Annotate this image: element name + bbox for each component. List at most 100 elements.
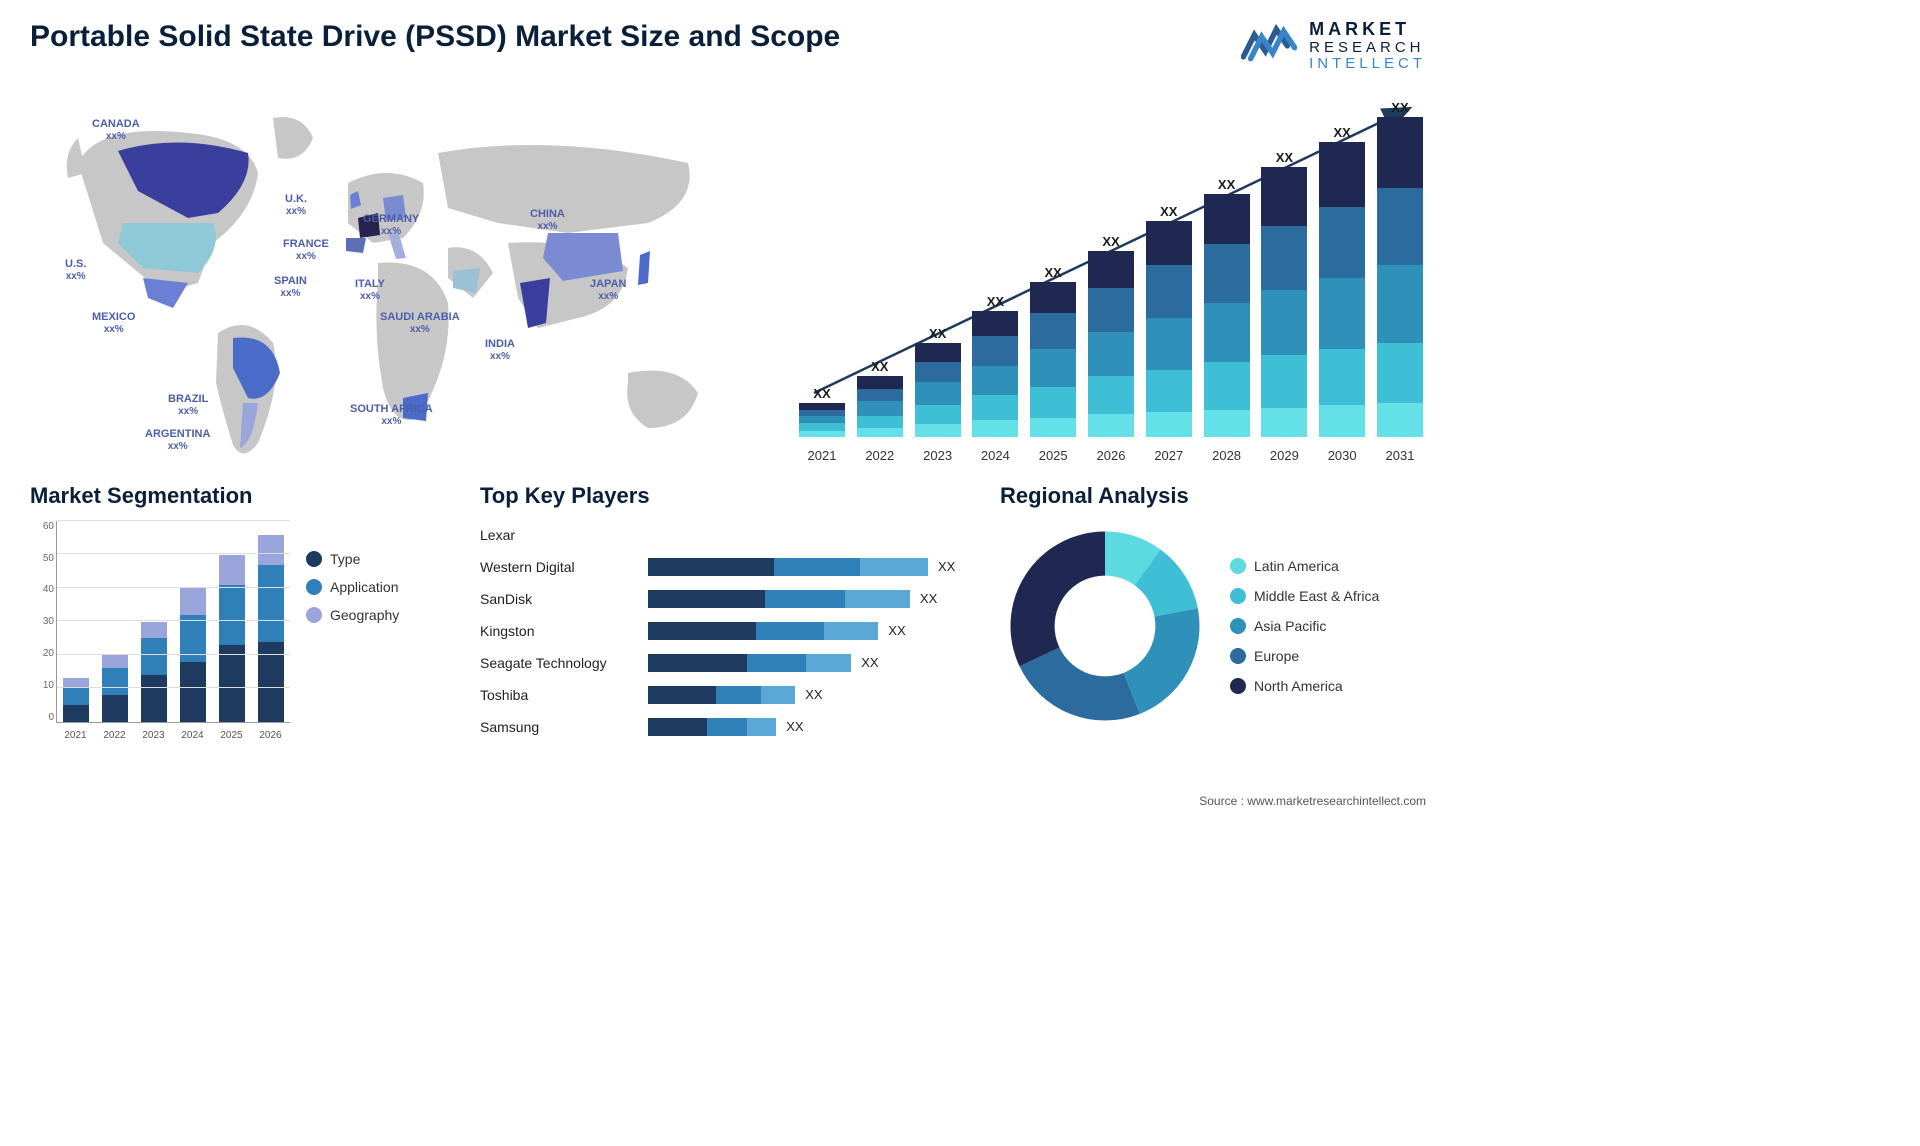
- logo: MARKET RESEARCH INTELLECT: [1241, 20, 1426, 73]
- country-label-italy: ITALYxx%: [355, 278, 385, 303]
- stacked-bar-segment: [1204, 362, 1250, 410]
- seg-grid-line: [57, 620, 290, 621]
- stacked-x-label: 2028: [1201, 448, 1253, 463]
- seg-bar-2022: [102, 655, 128, 722]
- stacked-bar-segment: [1030, 313, 1076, 349]
- stacked-bar-label: XX: [1276, 150, 1293, 165]
- seg-legend-item: Type: [306, 551, 399, 567]
- stacked-bar-stack: [972, 311, 1018, 436]
- key-player-name: Samsung: [480, 719, 648, 735]
- stacked-x-label: 2026: [1085, 448, 1137, 463]
- legend-swatch-icon: [306, 551, 322, 567]
- world-map-panel: CANADAxx%U.S.xx%MEXICOxx%BRAZILxx%ARGENT…: [30, 83, 766, 473]
- stacked-bar-segment: [1146, 265, 1192, 317]
- seg-bar-segment: [258, 565, 284, 642]
- stacked-chart-panel: XXXXXXXXXXXXXXXXXXXXXX 20212022202320242…: [786, 83, 1426, 473]
- key-player-name: Toshiba: [480, 687, 648, 703]
- map-mexico: [143, 278, 188, 308]
- regional-legend-item: Latin America: [1230, 558, 1379, 574]
- stacked-chart: XXXXXXXXXXXXXXXXXXXXXX 20212022202320242…: [786, 83, 1426, 473]
- key-player-row: ToshibaXX: [480, 681, 980, 709]
- stacked-xaxis: 2021202220232024202520262027202820292030…: [796, 448, 1426, 463]
- stacked-bar-segment: [1261, 167, 1307, 226]
- country-label-southafrica: SOUTH AFRICAxx%: [350, 403, 433, 428]
- stacked-bar-2024: XX: [969, 294, 1021, 436]
- source-label: Source : www.marketresearchintellect.com: [1199, 794, 1426, 808]
- map-saudi: [453, 268, 480, 293]
- stacked-bar-segment: [915, 424, 961, 437]
- stacked-bar-segment: [1319, 142, 1365, 207]
- seg-x-label: 2023: [141, 730, 167, 741]
- stacked-bar-segment: [1088, 414, 1134, 437]
- stacked-bar-segment: [1204, 410, 1250, 437]
- country-label-germany: GERMANYxx%: [363, 213, 419, 238]
- segmentation-body: 6050403020100 202120222023202420252026 T…: [30, 521, 460, 763]
- stacked-x-label: 2021: [796, 448, 848, 463]
- seg-bar-2024: [180, 588, 206, 721]
- seg-y-label: 0: [48, 712, 54, 723]
- stacked-bar-segment: [1088, 288, 1134, 332]
- seg-x-label: 2021: [63, 730, 89, 741]
- stacked-bar-stack: [1146, 221, 1192, 436]
- bottom-row: Market Segmentation 6050403020100 202120…: [30, 483, 1426, 763]
- seg-bar-segment: [102, 655, 128, 668]
- key-player-bar-segment: [716, 686, 761, 704]
- stacked-bar-label: XX: [1102, 234, 1119, 249]
- stacked-bar-segment: [1377, 343, 1423, 404]
- key-player-value: XX: [888, 623, 905, 638]
- stacked-bar-segment: [1204, 194, 1250, 244]
- stacked-bar-2031: XX: [1374, 100, 1426, 437]
- seg-bar-segment: [63, 688, 89, 705]
- country-label-uk: U.K.xx%: [285, 193, 307, 218]
- country-label-canada: CANADAxx%: [92, 118, 140, 143]
- stacked-bar-segment: [857, 401, 903, 416]
- key-player-name: Seagate Technology: [480, 655, 648, 671]
- regional-legend-item: Middle East & Africa: [1230, 588, 1379, 604]
- stacked-bar-segment: [1146, 221, 1192, 265]
- key-player-bar-segment: [761, 686, 795, 704]
- key-player-bar-segment: [747, 718, 776, 736]
- logo-chevron-icon: [1241, 22, 1297, 71]
- stacked-bar-segment: [799, 431, 845, 437]
- regional-panel: Regional Analysis Latin AmericaMiddle Ea…: [1000, 483, 1426, 763]
- legend-label: Type: [330, 551, 360, 567]
- stacked-bar-stack: [1377, 117, 1423, 437]
- donut-hole: [1055, 575, 1156, 676]
- key-player-name: SanDisk: [480, 591, 648, 607]
- legend-label: Europe: [1254, 648, 1299, 664]
- key-player-bar-segment: [845, 590, 910, 608]
- legend-label: North America: [1254, 678, 1343, 694]
- key-player-value: XX: [861, 655, 878, 670]
- key-player-name: Western Digital: [480, 559, 648, 575]
- country-label-argentina: ARGENTINAxx%: [145, 428, 210, 453]
- key-player-name: Lexar: [480, 527, 648, 543]
- seg-grid-line: [57, 520, 290, 521]
- seg-bar-segment: [180, 662, 206, 722]
- stacked-bar-2025: XX: [1027, 265, 1079, 437]
- stacked-bar-segment: [799, 416, 845, 423]
- stacked-bar-label: XX: [1218, 177, 1235, 192]
- seg-bar-2026: [258, 535, 284, 722]
- stacked-bar-2028: XX: [1201, 177, 1253, 437]
- regional-donut: [1000, 521, 1210, 731]
- seg-y-label: 20: [43, 648, 54, 659]
- seg-bar-segment: [180, 588, 206, 615]
- stacked-bar-segment: [1319, 349, 1365, 405]
- segmentation-legend: TypeApplicationGeography: [306, 521, 399, 763]
- seg-bar-segment: [219, 645, 245, 722]
- seg-bar-segment: [141, 638, 167, 675]
- stacked-bar-segment: [799, 423, 845, 430]
- seg-legend-item: Application: [306, 579, 399, 595]
- legend-swatch-icon: [1230, 618, 1246, 634]
- legend-label: Asia Pacific: [1254, 618, 1326, 634]
- key-players-body: LexarWestern DigitalXXSanDiskXXKingstonX…: [480, 521, 980, 741]
- key-player-bar: [648, 590, 910, 608]
- seg-bar-segment: [102, 668, 128, 695]
- header: Portable Solid State Drive (PSSD) Market…: [30, 20, 1426, 73]
- stacked-bar-stack: [1030, 282, 1076, 437]
- stacked-bar-segment: [1146, 318, 1192, 370]
- seg-x-label: 2026: [258, 730, 284, 741]
- stacked-x-label: 2027: [1143, 448, 1195, 463]
- stacked-bar-segment: [857, 376, 903, 389]
- key-player-bar: [648, 622, 878, 640]
